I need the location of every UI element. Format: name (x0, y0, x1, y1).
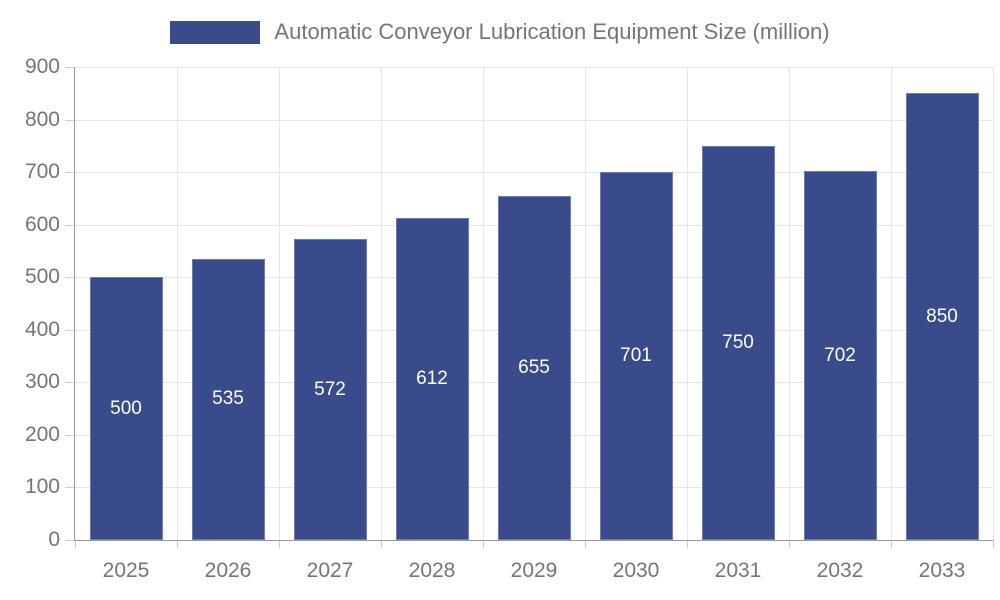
y-axis-tick (65, 119, 75, 121)
y-gridline (75, 172, 993, 174)
x-axis-tick (687, 540, 688, 548)
x-axis-tick (177, 540, 178, 548)
y-tick-label: 600 (24, 212, 60, 236)
x-tick-label-2033: 2033 (918, 559, 966, 582)
x-axis-tick (279, 540, 280, 548)
bar-value-label: 702 (824, 344, 856, 366)
y-tick-label: 400 (24, 317, 60, 341)
bar-2026[interactable]: 535 (191, 258, 265, 540)
y-tick-label: 300 (24, 370, 60, 394)
y-axis-tick (65, 224, 75, 226)
bar-2028[interactable]: 612 (395, 218, 469, 540)
bar-value-label: 750 (722, 331, 754, 353)
y-gridline (75, 67, 993, 68)
x-tick-label-2031: 2031 (714, 559, 762, 582)
y-axis-tick (65, 172, 75, 174)
y-axis-tick (65, 277, 75, 279)
x-gridline (483, 67, 484, 540)
legend-swatch (170, 20, 261, 44)
x-axis-tick (789, 540, 790, 548)
x-tick-label-2027: 2027 (306, 559, 354, 582)
x-tick-label-2026: 2026 (204, 559, 252, 582)
plot-area: 500 535 572 612 655 701 750 702 850 (75, 67, 994, 540)
legend-item[interactable]: Automatic Conveyor Lubrication Equipment… (0, 19, 1000, 45)
x-axis-tick (381, 540, 382, 548)
x-tick-label-2032: 2032 (816, 559, 864, 582)
x-axis-tick (483, 540, 484, 548)
x-gridline (789, 67, 790, 540)
y-gridline (75, 119, 993, 121)
y-tick-label: 200 (24, 422, 60, 446)
x-gridline (891, 67, 892, 540)
x-gridline (381, 67, 382, 540)
x-tick-label-2030: 2030 (612, 559, 660, 582)
y-axis-tick (65, 434, 75, 436)
x-gridline (585, 67, 586, 540)
y-axis-line (74, 67, 75, 541)
x-gridline (993, 67, 994, 540)
y-axis-tick (65, 329, 75, 331)
x-tick-label-2029: 2029 (510, 559, 558, 582)
bar-2029[interactable]: 655 (497, 195, 571, 540)
y-axis-tick (65, 382, 75, 384)
x-tick-label-2028: 2028 (408, 559, 456, 582)
bar-value-label: 612 (416, 368, 448, 390)
bar-2031[interactable]: 750 (701, 145, 775, 540)
bar-2027[interactable]: 572 (293, 239, 367, 540)
y-tick-label: 500 (24, 265, 60, 289)
bar-value-label: 572 (314, 378, 346, 400)
bar-value-label: 850 (926, 305, 958, 327)
x-axis-tick (585, 540, 586, 548)
y-axis-tick (65, 540, 75, 541)
y-tick-label: 800 (24, 107, 60, 131)
x-gridline (687, 67, 688, 540)
x-axis-tick (891, 540, 892, 548)
x-axis-tick (75, 540, 76, 548)
y-tick-label: 700 (24, 160, 60, 184)
x-gridline (177, 67, 178, 540)
y-tick-label: 0 (48, 528, 60, 551)
y-axis-tick (65, 67, 75, 68)
y-tick-label: 100 (24, 475, 60, 499)
legend-label: Automatic Conveyor Lubrication Equipment… (274, 19, 830, 44)
y-tick-label: 900 (24, 55, 60, 78)
x-gridline (279, 67, 280, 540)
bar-value-label: 655 (518, 356, 550, 378)
y-axis-tick (65, 487, 75, 489)
bar-value-label: 535 (212, 388, 244, 410)
x-axis-line (74, 540, 993, 541)
bar-2032[interactable]: 702 (803, 171, 877, 540)
bar-2030[interactable]: 701 (599, 171, 673, 540)
bar-value-label: 701 (620, 344, 652, 366)
bar-value-label: 500 (110, 397, 142, 419)
x-tick-label-2025: 2025 (102, 559, 150, 582)
bar-2033[interactable]: 850 (905, 93, 979, 540)
bar-2025[interactable]: 500 (89, 277, 163, 540)
x-axis-tick (993, 540, 994, 548)
